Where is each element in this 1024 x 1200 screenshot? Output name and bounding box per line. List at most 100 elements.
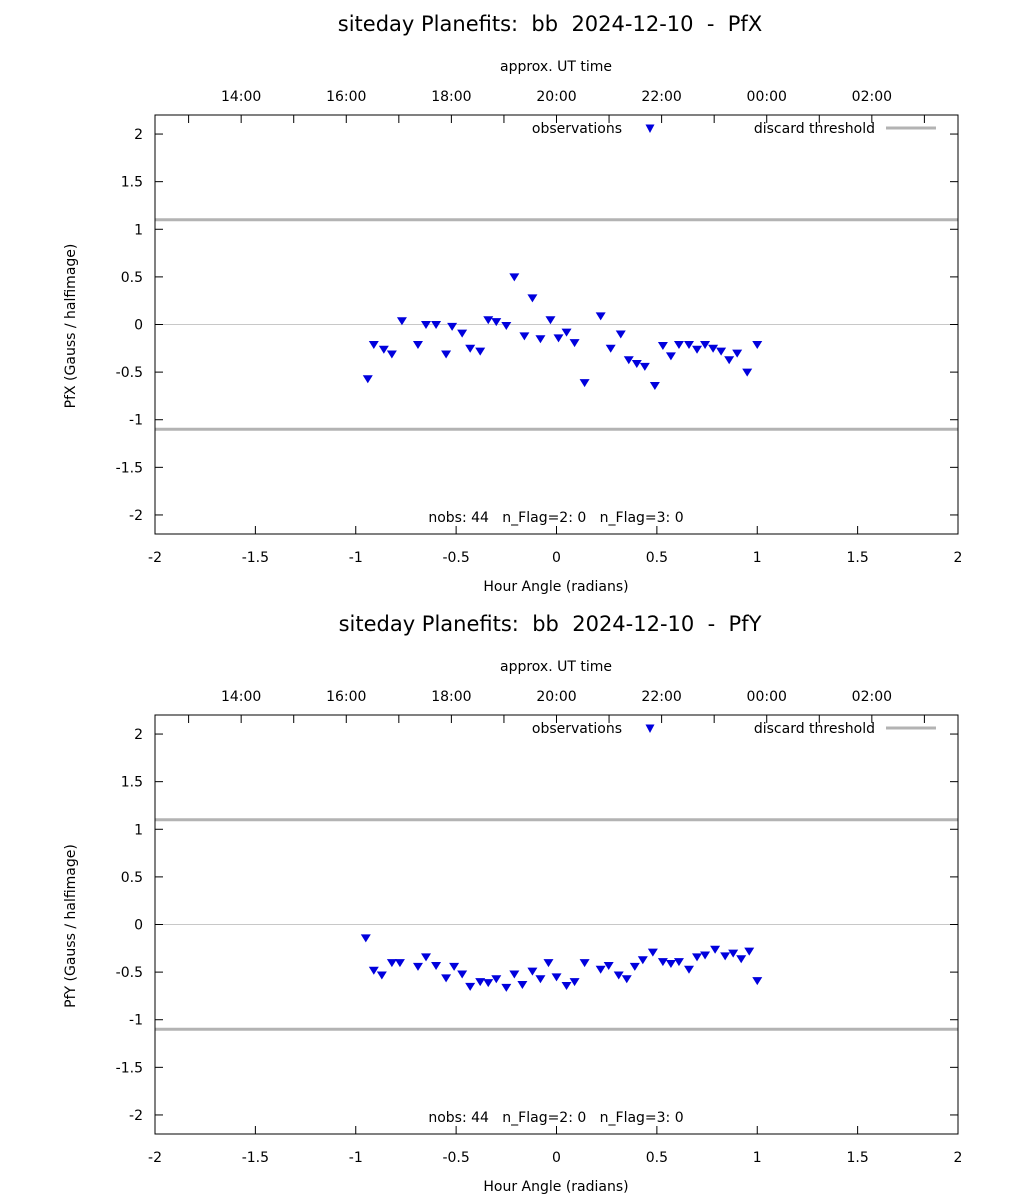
observation-marker bbox=[561, 981, 572, 990]
top-tick-label: 16:00 bbox=[326, 89, 366, 105]
observation-marker bbox=[362, 375, 373, 384]
observation-marker bbox=[631, 360, 642, 369]
observation-marker bbox=[716, 347, 727, 356]
observation-marker bbox=[368, 340, 379, 349]
observation-marker bbox=[551, 973, 562, 982]
observation-marker bbox=[535, 335, 546, 344]
y-tick-label: 1 bbox=[134, 222, 143, 238]
x-tick-label: -2 bbox=[148, 1150, 162, 1166]
chart-pfx: siteday Planefits: bb 2024-12-10 - PfX a… bbox=[63, 12, 963, 595]
observation-marker bbox=[545, 316, 556, 325]
y-tick-label: 0 bbox=[134, 318, 143, 334]
top-tick-label: 18:00 bbox=[431, 689, 471, 705]
observation-marker bbox=[710, 945, 721, 954]
legend-observations-label: observations bbox=[532, 721, 622, 737]
observation-marker bbox=[501, 983, 512, 992]
observation-marker bbox=[621, 975, 632, 984]
observation-marker bbox=[744, 947, 755, 956]
x-tick-label: 0.5 bbox=[646, 1150, 668, 1166]
observation-marker bbox=[457, 329, 468, 338]
plot-layer: 2 1.5 1 0.5 0 -0.5 -1 -1.5 -2 -2 -1.5 -1 -0.5 0 0.5 1 1.… bbox=[116, 89, 963, 566]
x-tick-label: 2 bbox=[954, 1150, 963, 1166]
observation-marker bbox=[724, 356, 735, 365]
x-tick-label: 1.5 bbox=[846, 550, 868, 566]
y-tick-label: 1.5 bbox=[121, 775, 143, 791]
observation-marker bbox=[509, 273, 520, 282]
x-axis-title: Hour Angle (radians) bbox=[483, 1179, 628, 1195]
observation-marker bbox=[700, 951, 711, 960]
y-axis-title: PfY (Gauss / halfimage) bbox=[63, 844, 79, 1008]
observation-marker bbox=[673, 340, 684, 349]
observation-marker bbox=[457, 970, 468, 979]
x-tick-label: 1 bbox=[753, 1150, 762, 1166]
y-tick-label: -1.5 bbox=[116, 1060, 143, 1076]
observation-marker bbox=[569, 978, 580, 987]
y-tick-label: 1.5 bbox=[121, 175, 143, 191]
top-tick-label: 00:00 bbox=[747, 89, 787, 105]
observation-marker bbox=[605, 344, 616, 353]
observation-marker bbox=[665, 352, 676, 361]
observation-marker bbox=[491, 318, 502, 327]
observation-marker bbox=[637, 956, 648, 965]
observation-marker bbox=[386, 350, 397, 359]
observation-marker bbox=[378, 345, 389, 354]
legend-observations-label: observations bbox=[532, 121, 622, 137]
x-tick-label: -1.5 bbox=[242, 550, 269, 566]
x-tick-label: 1 bbox=[753, 550, 762, 566]
chart-title: siteday Planefits: bb 2024-12-10 - PfY bbox=[339, 612, 762, 636]
y-tick-label: -1 bbox=[129, 413, 143, 429]
observation-marker bbox=[692, 345, 703, 354]
observation-marker bbox=[396, 317, 407, 326]
observation-marker bbox=[613, 971, 624, 980]
observation-marker bbox=[732, 349, 743, 358]
observation-marker bbox=[376, 971, 387, 980]
observation-marker bbox=[449, 962, 460, 971]
y-tick-label: 0 bbox=[134, 918, 143, 934]
x-tick-label: -2 bbox=[148, 550, 162, 566]
observation-marker bbox=[527, 294, 538, 303]
observation-marker bbox=[465, 982, 476, 991]
observation-marker bbox=[700, 340, 711, 349]
observation-marker bbox=[421, 321, 432, 329]
legend-observations-marker-icon bbox=[645, 124, 655, 133]
observation-marker bbox=[579, 959, 590, 968]
observation-marker bbox=[639, 362, 650, 371]
top-tick-label: 18:00 bbox=[431, 89, 471, 105]
y-tick-label: -1 bbox=[129, 1013, 143, 1029]
top-tick-label: 20:00 bbox=[536, 689, 576, 705]
x-tick-label: -1.5 bbox=[242, 1150, 269, 1166]
observation-marker bbox=[475, 978, 486, 987]
chart-title: siteday Planefits: bb 2024-12-10 - PfX bbox=[338, 12, 762, 36]
observation-marker bbox=[412, 962, 423, 971]
observation-marker bbox=[527, 967, 538, 976]
observation-marker bbox=[431, 961, 442, 970]
y-tick-label: -0.5 bbox=[116, 965, 143, 981]
observation-marker bbox=[708, 344, 719, 353]
x-tick-label: -1 bbox=[349, 1150, 363, 1166]
observation-marker bbox=[579, 379, 590, 388]
legend-threshold-label: discard threshold bbox=[754, 121, 875, 137]
observation-marker bbox=[595, 312, 606, 321]
observation-marker bbox=[431, 321, 442, 329]
y-tick-label: -0.5 bbox=[116, 365, 143, 381]
top-tick-label: 14:00 bbox=[221, 89, 261, 105]
top-axis-title: approx. UT time bbox=[500, 659, 612, 675]
observation-marker bbox=[649, 381, 660, 390]
observation-marker bbox=[647, 948, 658, 957]
observation-marker bbox=[368, 966, 379, 975]
observation-marker bbox=[412, 340, 423, 349]
observation-marker bbox=[665, 960, 676, 969]
top-tick-label: 00:00 bbox=[747, 689, 787, 705]
observation-marker bbox=[441, 350, 452, 359]
y-tick-label: 1 bbox=[134, 822, 143, 838]
legend-observations-marker-icon bbox=[645, 724, 655, 733]
top-tick-label: 02:00 bbox=[852, 89, 892, 105]
y-tick-label: -1.5 bbox=[116, 460, 143, 476]
observation-marker bbox=[742, 368, 753, 377]
observation-marker bbox=[692, 953, 703, 962]
top-tick-label: 20:00 bbox=[536, 89, 576, 105]
observation-marker bbox=[394, 959, 405, 968]
top-tick-label: 02:00 bbox=[852, 689, 892, 705]
observation-marker bbox=[421, 953, 432, 962]
